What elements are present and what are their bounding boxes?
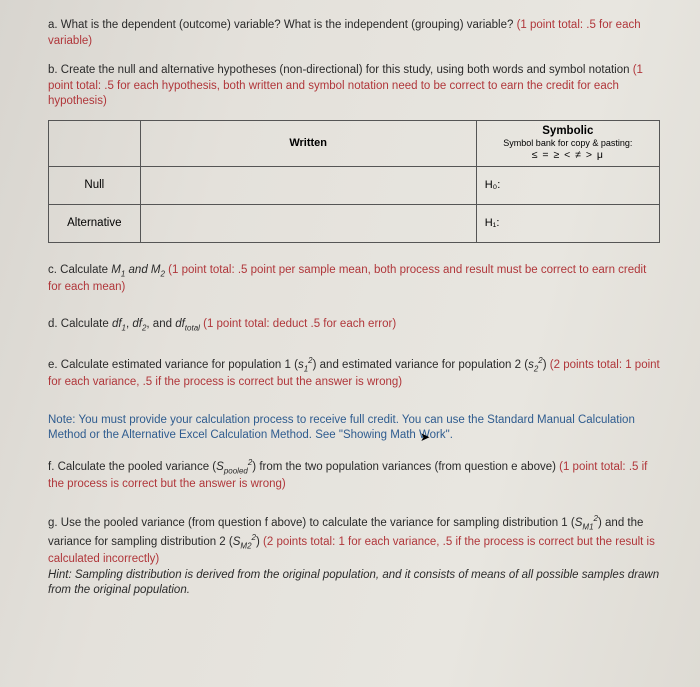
sym-title: Symbolic	[483, 125, 653, 139]
table-header-row: Written Symbolic Symbol bank for copy & …	[49, 120, 660, 166]
h0-label: H₀:	[485, 179, 501, 191]
qd-lead: d. Calculate	[48, 318, 112, 330]
written-header: Written	[140, 120, 476, 166]
question-a: a. What is the dependent (outcome) varia…	[48, 18, 660, 49]
alt-sym-cell: H₁:	[476, 204, 659, 242]
sym-sub: Symbol bank for copy & pasting:	[483, 138, 653, 149]
qf-lead: f. Calculate the pooled variance	[48, 461, 212, 473]
alt-label: Alternative	[49, 204, 141, 242]
qd-pts: (1 point total: deduct .5 for each error…	[200, 318, 396, 330]
qd-var2: df2	[132, 318, 146, 330]
note-block: Note: You must provide your calculation …	[48, 413, 660, 444]
question-c: c. Calculate M1 and M2 (1 point total: .…	[48, 263, 660, 296]
question-e: e. Calculate estimated variance for popu…	[48, 356, 660, 390]
qe-v2: s22	[528, 359, 543, 371]
qf-var: Spooled2	[216, 461, 252, 473]
question-d: d. Calculate df1, df2, and dftotal (1 po…	[48, 317, 660, 334]
qe-lead: e. Calculate estimated variance for popu…	[48, 359, 294, 371]
qe-mid1: and estimated variance for population 2	[316, 359, 524, 371]
qc-lead: c. Calculate	[48, 264, 111, 276]
null-sym-cell: H₀:	[476, 166, 659, 204]
null-row: Null H₀:	[49, 166, 660, 204]
qe-v1: s12	[298, 359, 313, 371]
question-b: b. Create the null and alternative hypot…	[48, 63, 660, 110]
worksheet-page: a. What is the dependent (outcome) varia…	[0, 0, 700, 687]
qd-var3: dftotal	[175, 318, 200, 330]
question-g: g. Use the pooled variance (from questio…	[48, 514, 660, 598]
hypothesis-table: Written Symbolic Symbol bank for copy & …	[48, 120, 660, 243]
qc-var: M1 and M2	[111, 264, 165, 276]
qf-mid: from the two population variances (from …	[256, 461, 559, 473]
qb-text: b. Create the null and alternative hypot…	[48, 64, 633, 76]
h1-label: H₁:	[485, 217, 500, 229]
question-f: f. Calculate the pooled variance (Spoole…	[48, 458, 660, 492]
sym-bank: ≤ = ≥ < ≠ > μ	[483, 149, 653, 162]
corner-cell	[49, 120, 141, 166]
alt-written-cell	[140, 204, 476, 242]
null-label: Null	[49, 166, 141, 204]
alt-row: Alternative H₁:	[49, 204, 660, 242]
qd-var: df1	[112, 318, 126, 330]
qa-text: a. What is the dependent (outcome) varia…	[48, 19, 517, 31]
null-written-cell	[140, 166, 476, 204]
qg-v1: SM12	[575, 517, 598, 529]
qg-lead: g. Use the pooled variance (from questio…	[48, 517, 571, 529]
qg-v2: SM22	[233, 536, 256, 548]
qg-hint: Hint: Sampling distribution is derived f…	[48, 569, 659, 597]
symbolic-header: Symbolic Symbol bank for copy & pasting:…	[476, 120, 659, 166]
